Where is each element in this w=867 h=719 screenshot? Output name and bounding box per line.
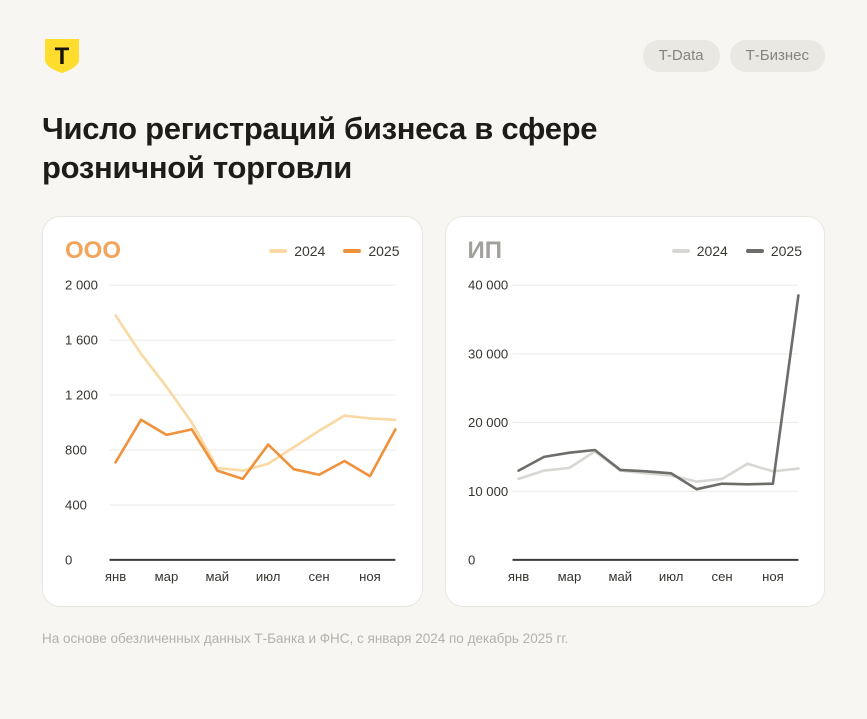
line-chart-ip: 0 10 000 20 000 30 000 40 000 янв мар май июл сен… bbox=[468, 277, 800, 584]
svg-text:ноя: ноя bbox=[762, 569, 784, 584]
svg-text:май: май bbox=[608, 569, 632, 584]
legend-label-2025: 2025 bbox=[770, 242, 802, 259]
shield-icon bbox=[45, 39, 79, 73]
card-header-ip: ИП 2024 2025 bbox=[462, 235, 809, 271]
chart-legend-ooo: 2024 2025 bbox=[269, 242, 400, 259]
tbank-logo: T bbox=[42, 36, 82, 76]
svg-text:ноя: ноя bbox=[359, 569, 381, 584]
badge-t-data: T-Data bbox=[642, 40, 720, 72]
svg-text:20 000: 20 000 bbox=[468, 415, 508, 430]
badges: T-Data Т-Бизнес bbox=[642, 40, 825, 72]
logo-letter: T bbox=[55, 43, 70, 70]
legend-item-2024: 2024 bbox=[269, 243, 325, 259]
line-chart-ooo: 0 400 800 1 200 1 600 2 000 янв мар май июл сен ноя bbox=[65, 277, 397, 584]
card-header-ooo: ООО 2024 2025 bbox=[59, 235, 406, 271]
legend-item-2025: 2025 bbox=[343, 242, 400, 259]
svg-text:янв: янв bbox=[507, 569, 528, 584]
legend-item-2024: 2024 bbox=[671, 242, 728, 259]
svg-text:1 200: 1 200 bbox=[65, 387, 98, 402]
legend-label-2024: 2024 bbox=[696, 242, 728, 259]
svg-text:мар: мар bbox=[557, 569, 581, 584]
tbank-shield-icon: T bbox=[45, 39, 79, 73]
chart-card-ooo: ООО 2024 2025 0 400 800 1 200 1 600 2 000 янв м… bbox=[42, 215, 423, 607]
badge-t-business: Т-Бизнес bbox=[729, 40, 825, 72]
svg-text:июл: июл bbox=[256, 569, 281, 584]
legend-swatch-2025 bbox=[343, 248, 362, 253]
source-note: На основе обезличенных данных Т-Банка и … bbox=[42, 630, 569, 646]
chart-cards: ООО 2024 2025 0 400 800 1 200 1 600 2 000 янв м… bbox=[42, 215, 825, 607]
svg-text:2 000: 2 000 bbox=[65, 277, 98, 292]
svg-text:июл: июл bbox=[658, 569, 683, 584]
chart-legend-ip: 2024 2025 bbox=[671, 242, 802, 259]
svg-text:800: 800 bbox=[65, 442, 87, 457]
svg-text:1 600: 1 600 bbox=[65, 332, 98, 347]
svg-text:30 000: 30 000 bbox=[468, 346, 508, 361]
svg-text:400: 400 bbox=[65, 497, 87, 512]
topbar: T T-Data Т-Бизнес bbox=[42, 36, 825, 76]
legend-label-2025: 2025 bbox=[368, 242, 400, 259]
chart-title-ooo: ООО bbox=[65, 236, 122, 264]
svg-text:сен: сен bbox=[711, 569, 732, 584]
legend-swatch-2024 bbox=[269, 248, 288, 253]
svg-text:0: 0 bbox=[65, 552, 72, 567]
legend-swatch-2025 bbox=[745, 248, 764, 253]
svg-text:янв: янв bbox=[105, 569, 126, 584]
svg-text:мар: мар bbox=[155, 569, 179, 584]
chart-card-ip: ИП 2024 2025 0 10 000 20 000 30 000 40 000 ян… bbox=[444, 215, 825, 607]
svg-text:сен: сен bbox=[309, 569, 330, 584]
legend-swatch-2024 bbox=[671, 248, 690, 253]
svg-text:0: 0 bbox=[468, 552, 475, 567]
legend-label-2024: 2024 bbox=[294, 242, 326, 259]
page-title: Число регистраций бизнеса в сфере рознич… bbox=[42, 110, 825, 188]
chart-title-ip: ИП bbox=[467, 236, 503, 264]
svg-text:40 000: 40 000 bbox=[468, 277, 508, 292]
legend-item-2025: 2025 bbox=[745, 242, 802, 259]
page-title-line-1: Число регистраций бизнеса в сфере bbox=[42, 111, 598, 146]
page-title-line-2: розничной торговли bbox=[42, 149, 353, 185]
infographic-page: T T-Data Т-Бизнес Число регистраций бизн… bbox=[42, 36, 825, 646]
svg-text:май: май bbox=[205, 569, 229, 584]
svg-text:10 000: 10 000 bbox=[468, 483, 508, 498]
